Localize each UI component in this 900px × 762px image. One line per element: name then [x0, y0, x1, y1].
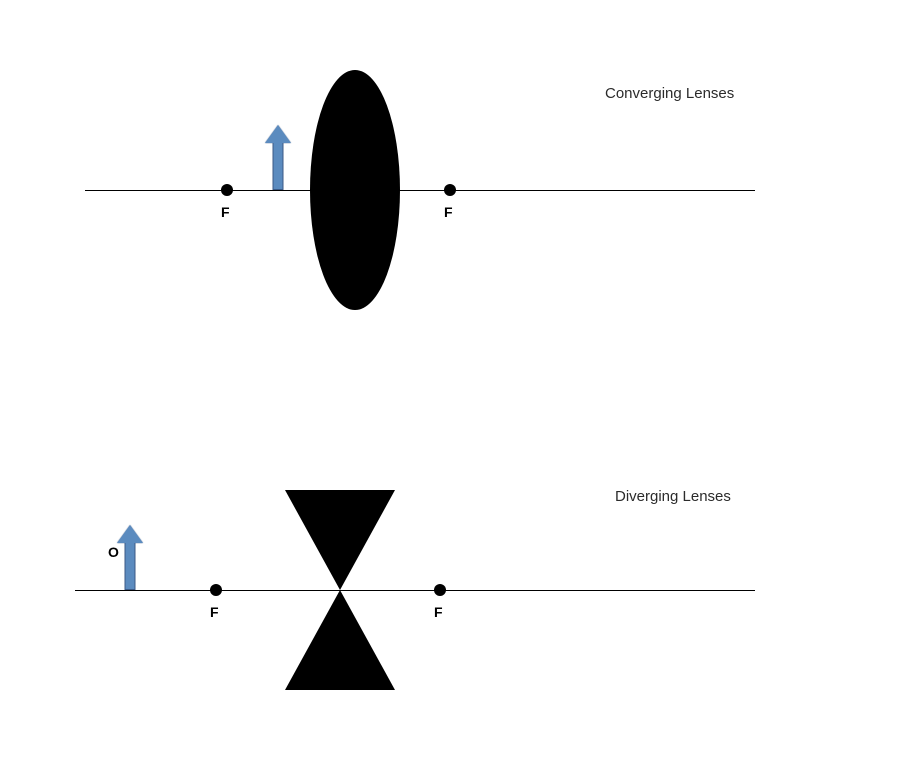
diverging-focal-left-label: F: [210, 604, 219, 620]
diverging-object-label: O: [108, 544, 119, 560]
arrow-shaft: [273, 143, 284, 190]
arrow-head-icon: [117, 525, 143, 543]
converging-lens: [310, 70, 400, 310]
arrow-head-icon: [265, 125, 291, 143]
converging-axis: [85, 190, 755, 191]
diverging-title: Diverging Lenses: [615, 488, 731, 505]
converging-focal-left-label: F: [221, 204, 230, 220]
diverging-axis: [75, 590, 755, 591]
converging-object-arrow: [265, 125, 291, 190]
converging-focal-right-label: F: [444, 204, 453, 220]
diagram-stage: Converging Lenses F F Diverging Lenses F…: [0, 0, 900, 762]
diverging-focal-left: [210, 584, 222, 596]
diverging-lens-bottom: [285, 590, 395, 690]
converging-title: Converging Lenses: [605, 85, 734, 102]
converging-focal-right: [444, 184, 456, 196]
diverging-lens-top: [285, 490, 395, 590]
diverging-object-arrow: [117, 525, 143, 590]
arrow-shaft: [125, 543, 136, 590]
converging-focal-left: [221, 184, 233, 196]
diverging-focal-right: [434, 584, 446, 596]
diverging-focal-right-label: F: [434, 604, 443, 620]
